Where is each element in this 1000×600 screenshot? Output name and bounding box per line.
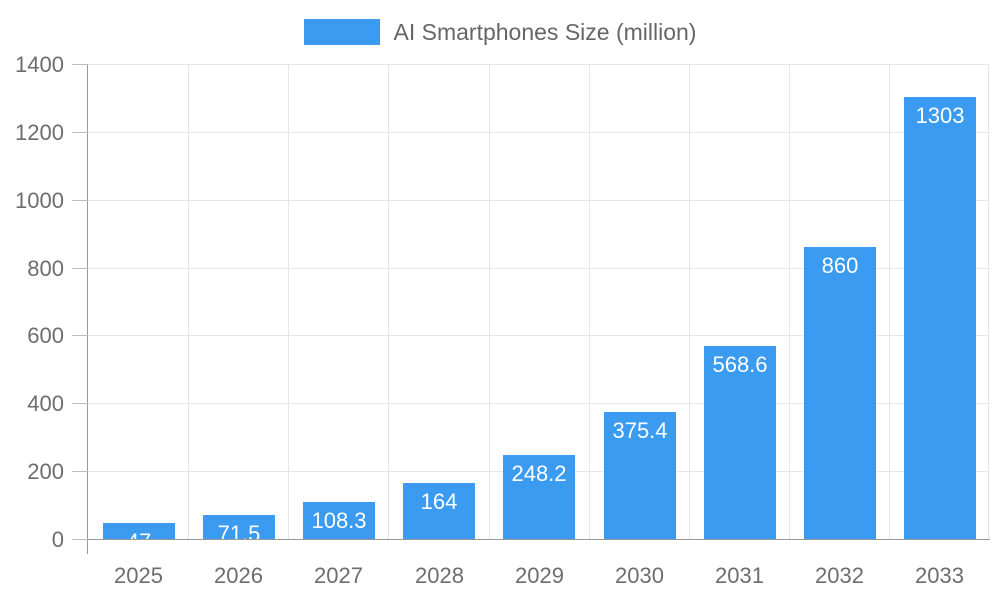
gridline-x-6 — [689, 64, 690, 539]
y-tick-label-1200: 1200 — [15, 120, 64, 145]
y-tick-label-200: 200 — [27, 459, 64, 484]
legend-color-swatch-icon — [303, 19, 380, 45]
y-tick-label-1000: 1000 — [15, 188, 64, 213]
y-tick-600 — [72, 335, 88, 336]
bar-2030[interactable] — [604, 412, 676, 539]
gridline-y-1000 — [88, 200, 989, 201]
x-tick-label-2025: 2025 — [114, 563, 163, 588]
gridline-x-8 — [889, 64, 890, 539]
gridline-x-3 — [388, 64, 389, 539]
x-tick-label-2026: 2026 — [214, 563, 263, 588]
gridline-x-1 — [188, 64, 189, 539]
x-tick-label-2033: 2033 — [915, 563, 964, 588]
bar-2026[interactable] — [203, 515, 275, 539]
x-tick-label-2031: 2031 — [715, 563, 764, 588]
legend-item-label: AI Smartphones Size (million) — [393, 19, 697, 45]
y-tick-label-0: 0 — [51, 527, 64, 552]
y-tick-label-1400: 1400 — [15, 52, 64, 77]
bar-2029[interactable] — [503, 455, 575, 539]
plot-area: 47 71.5 108.3 164 248.2 375.4 568.6 860 … — [88, 64, 989, 553]
x-tick-label-2032: 2032 — [815, 563, 864, 588]
gridline-x-9 — [988, 64, 989, 539]
x-tick-label-2030: 2030 — [615, 563, 664, 588]
bar-2025[interactable] — [103, 523, 175, 539]
y-axis-line — [87, 64, 88, 554]
bar-2033[interactable] — [904, 97, 976, 539]
legend-item-ai-smartphones-size[interactable]: AI Smartphones Size (million) — [303, 19, 697, 45]
gridline-x-4 — [489, 64, 490, 539]
y-tick-label-800: 800 — [27, 256, 64, 281]
gridline-x-7 — [789, 64, 790, 539]
bar-2028[interactable] — [403, 483, 475, 539]
x-tick-label-2029: 2029 — [515, 563, 564, 588]
y-tick-1400 — [72, 64, 88, 65]
chart-legend: AI Smartphones Size (million) — [0, 14, 1000, 50]
y-tick-200 — [72, 471, 88, 472]
y-tick-label-600: 600 — [27, 323, 64, 348]
x-axis-line — [72, 539, 990, 540]
gridline-x-5 — [589, 64, 590, 539]
gridline-y-800 — [88, 268, 989, 269]
bar-2032[interactable] — [804, 247, 876, 539]
y-tick-0 — [72, 539, 88, 540]
y-tick-800 — [72, 268, 88, 269]
gridline-y-1200 — [88, 132, 989, 133]
y-tick-1000 — [72, 200, 88, 201]
bar-2031[interactable] — [704, 346, 776, 539]
y-tick-1200 — [72, 132, 88, 133]
x-tick-label-2028: 2028 — [415, 563, 464, 588]
gridline-x-2 — [288, 64, 289, 539]
x-tick-label-2027: 2027 — [314, 563, 363, 588]
y-tick-label-400: 400 — [27, 391, 64, 416]
gridline-y-600 — [88, 335, 989, 336]
gridline-y-1400 — [88, 64, 989, 65]
bar-2027[interactable] — [303, 502, 375, 539]
gridline-y-400 — [88, 403, 989, 404]
y-tick-400 — [72, 403, 88, 404]
